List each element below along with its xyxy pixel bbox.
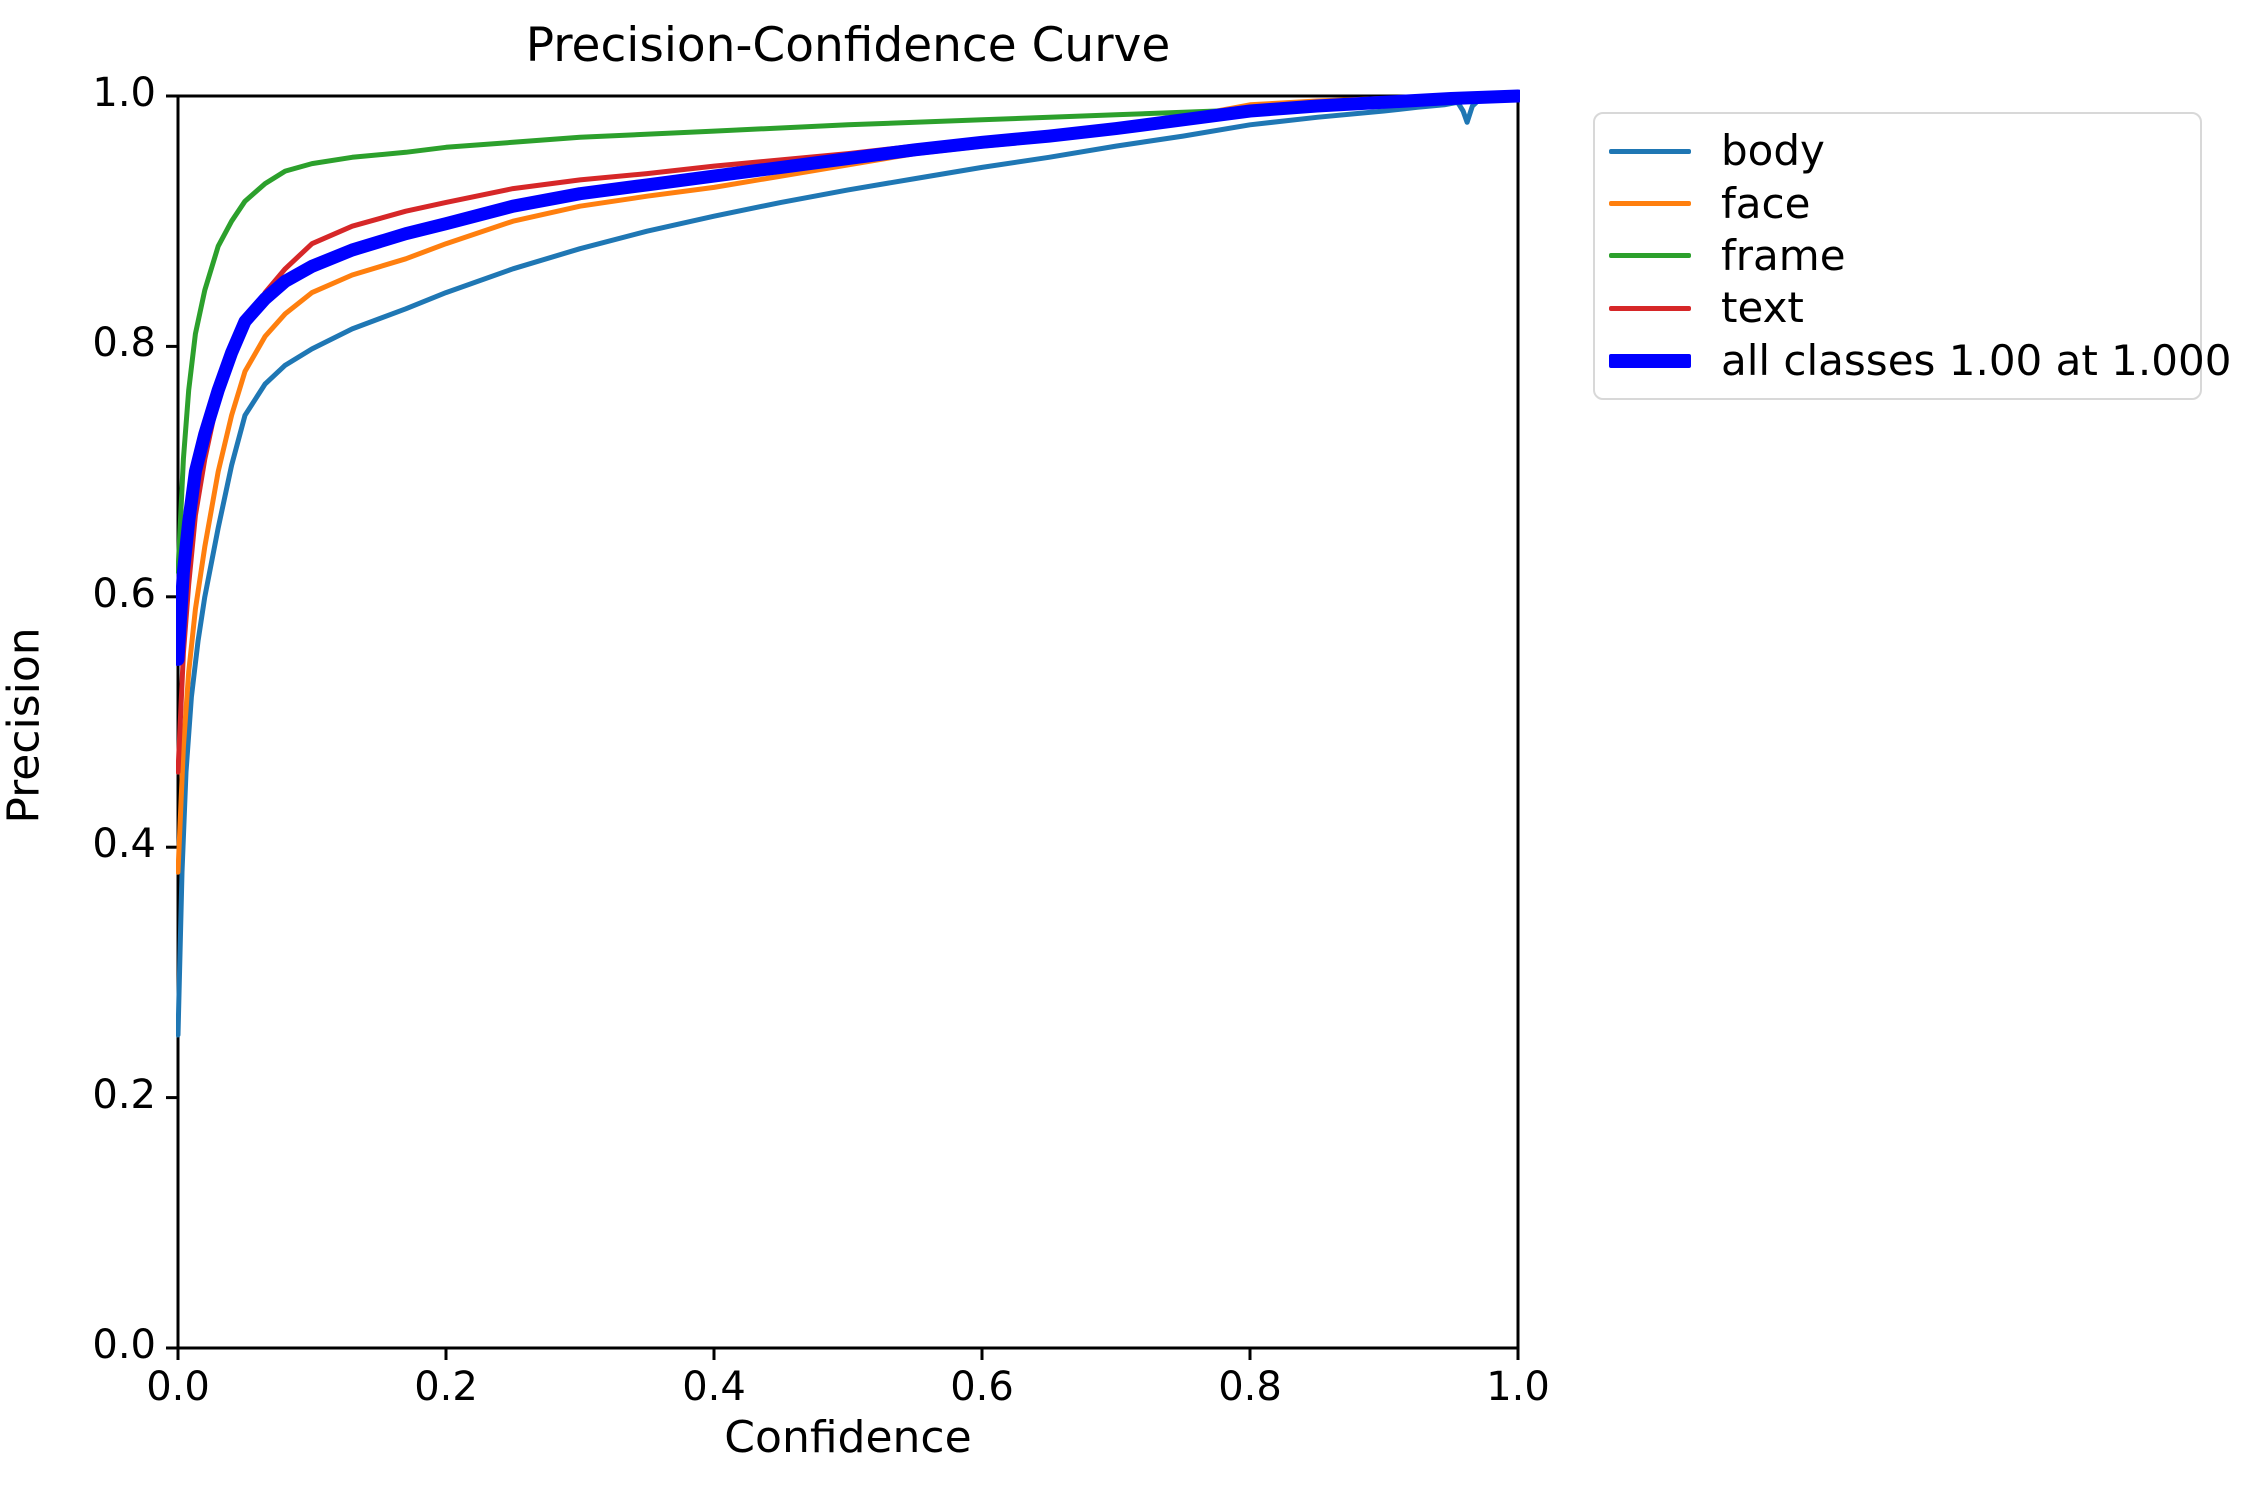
curve-body — [176, 93, 1520, 1038]
legend-label: all classes 1.00 at 1.000 — [1721, 335, 2232, 385]
legend-line-icon — [1609, 201, 1691, 207]
legend-label: body — [1721, 126, 1825, 176]
x-tick-label: 0.2 — [414, 1364, 478, 1410]
curve-face — [176, 93, 1520, 875]
chart-title: Precision-Confidence Curve — [525, 18, 1171, 73]
x-tick-label: 0.0 — [146, 1364, 210, 1410]
legend-label: text — [1721, 283, 1804, 333]
legend-label: face — [1721, 178, 1811, 228]
x-tick-label: 0.8 — [1218, 1364, 1282, 1410]
legend-line-icon — [1609, 353, 1691, 368]
y-tick-label: 0.8 — [92, 320, 156, 367]
y-tick-label: 0.2 — [92, 1071, 156, 1118]
x-tick-label: 0.4 — [682, 1364, 746, 1410]
curve-all-classes — [176, 89, 1520, 666]
legend-row-face: face — [1609, 178, 2190, 228]
x-tick-label: 1.0 — [1486, 1364, 1550, 1410]
y-axis-label: Precision — [0, 627, 50, 824]
legend-line-icon — [1609, 148, 1691, 154]
x-tick-label: 0.6 — [950, 1364, 1014, 1410]
legend-line-icon — [1609, 253, 1691, 259]
y-tick-label: 0.0 — [92, 1322, 156, 1368]
legend: body face frame text all classes 1.00 at 1.0… — [1593, 112, 2231, 400]
legend-line-icon — [1609, 305, 1691, 311]
y-tick-label: 1.0 — [92, 70, 156, 116]
curve-text — [176, 93, 1520, 775]
curve-frame — [176, 93, 1520, 575]
legend-row-body: body — [1609, 130, 2190, 172]
x-axis-label: Confidence — [724, 1412, 972, 1463]
legend-row-frame: frame — [1609, 230, 2190, 280]
axes-frame — [176, 94, 1520, 1350]
legend-label: frame — [1721, 230, 1846, 280]
y-tick-label: 0.6 — [92, 570, 156, 617]
legend-row-text: text — [1609, 287, 2190, 329]
y-tick-label: 0.4 — [92, 821, 156, 868]
legend-row-all-classes: all classes 1.00 at 1.000 — [1609, 339, 2231, 382]
